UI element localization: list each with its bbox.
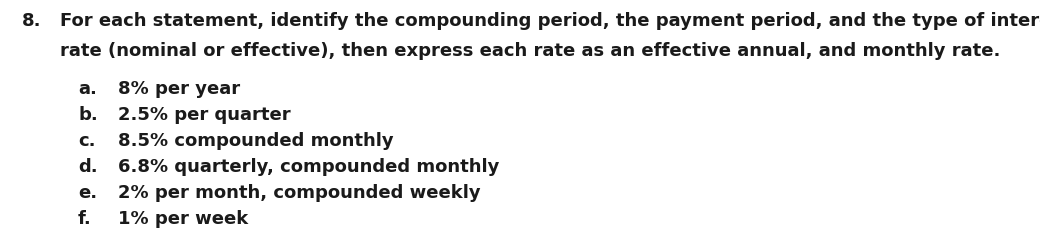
Text: 8.5% compounded monthly: 8.5% compounded monthly xyxy=(118,132,393,150)
Text: 8.: 8. xyxy=(22,12,42,30)
Text: 2% per month, compounded weekly: 2% per month, compounded weekly xyxy=(118,184,480,202)
Text: 6.8% quarterly, compounded monthly: 6.8% quarterly, compounded monthly xyxy=(118,158,499,176)
Text: rate (nominal or effective), then express each rate as an effective annual, and : rate (nominal or effective), then expres… xyxy=(60,42,1000,60)
Text: e.: e. xyxy=(78,184,97,202)
Text: 8% per year: 8% per year xyxy=(118,80,240,98)
Text: f.: f. xyxy=(78,210,92,228)
Text: For each statement, identify the compounding period, the payment period, and the: For each statement, identify the compoun… xyxy=(60,12,1040,30)
Text: d.: d. xyxy=(78,158,98,176)
Text: a.: a. xyxy=(78,80,97,98)
Text: b.: b. xyxy=(78,106,98,124)
Text: c.: c. xyxy=(78,132,96,150)
Text: 2.5% per quarter: 2.5% per quarter xyxy=(118,106,290,124)
Text: 1% per week: 1% per week xyxy=(118,210,249,228)
